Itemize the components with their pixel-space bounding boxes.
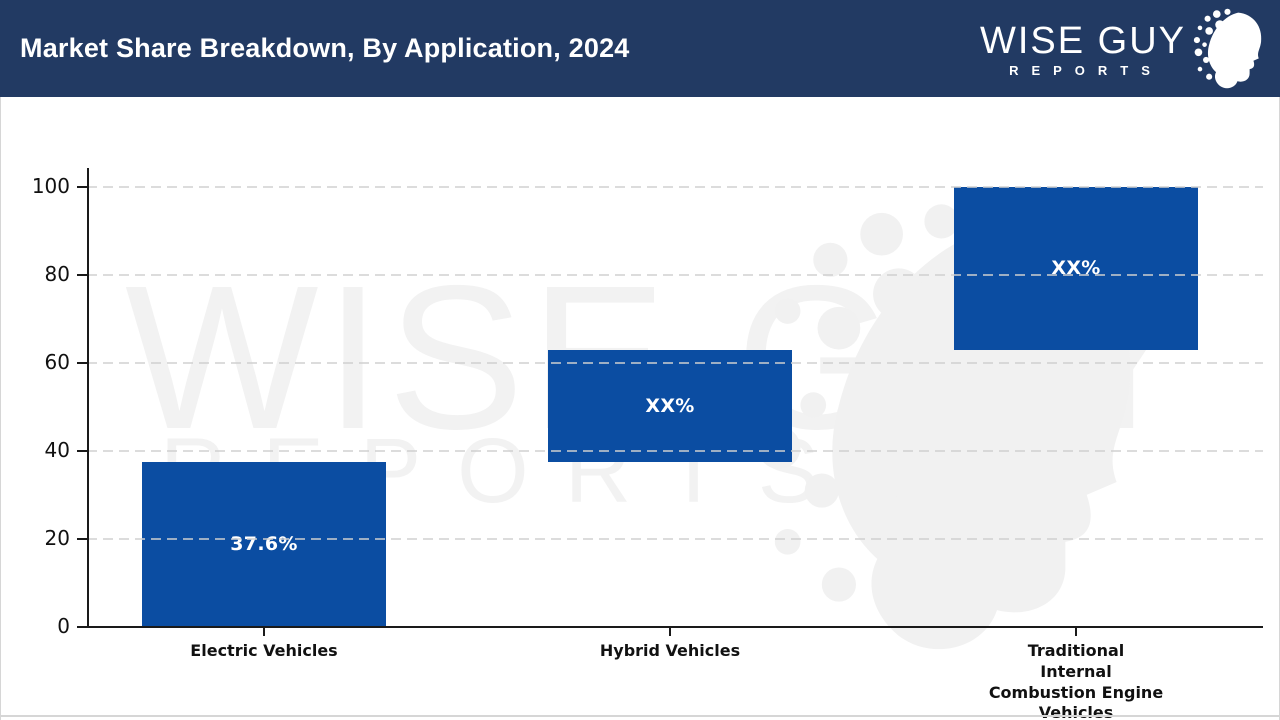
y-tick-label: 60	[44, 350, 70, 374]
y-tick-label: 80	[44, 262, 70, 286]
header-band: Market Share Breakdown, By Application, …	[0, 0, 1280, 97]
y-tick-label: 20	[44, 526, 70, 550]
bar-3: XX%	[954, 187, 1198, 350]
x-tick-mark	[1075, 628, 1077, 636]
x-category-label: Electric Vehicles	[190, 641, 338, 660]
x-tick-mark	[669, 628, 671, 636]
bar-value-label: XX%	[645, 394, 695, 417]
y-tick-mark	[77, 626, 87, 628]
y-tick-mark	[77, 274, 87, 276]
gridline	[87, 362, 1263, 364]
gridline	[87, 538, 1263, 540]
gridline	[87, 450, 1263, 452]
page-title: Market Share Breakdown, By Application, …	[20, 33, 630, 63]
logo-subtitle: REPORTS	[1009, 63, 1163, 78]
logo-text: WISE GUY REPORTS	[980, 22, 1186, 78]
bar-value-label: XX%	[1051, 257, 1101, 280]
y-tick-label: 100	[31, 174, 70, 198]
gridline	[87, 274, 1263, 276]
frame-bottom-edge	[0, 715, 1280, 717]
x-category-label: Hybrid Vehicles	[599, 641, 741, 660]
x-category-label: Traditional Internal Combustion Engine V…	[988, 641, 1164, 720]
logo-wordmark: WISE GUY	[979, 20, 1186, 62]
y-tick-mark	[77, 362, 87, 364]
wise-guy-reports-logo: WISE GUY REPORTS	[980, 6, 1268, 94]
frame-left-edge	[0, 97, 1, 720]
bar-2: XX%	[548, 349, 792, 462]
x-axis-line	[87, 626, 1263, 628]
y-tick-mark	[77, 538, 87, 540]
bar-value-label: 37.6%	[230, 533, 298, 556]
y-tick-label: 40	[44, 438, 70, 462]
gridline	[87, 186, 1263, 188]
y-tick-label: 0	[57, 614, 70, 638]
face-profile-dots-icon	[1193, 8, 1262, 89]
y-axis-line	[87, 168, 89, 628]
y-tick-mark	[77, 450, 87, 452]
bar-1: 37.6%	[142, 461, 386, 627]
x-tick-mark	[263, 628, 265, 636]
y-tick-mark	[77, 186, 87, 188]
